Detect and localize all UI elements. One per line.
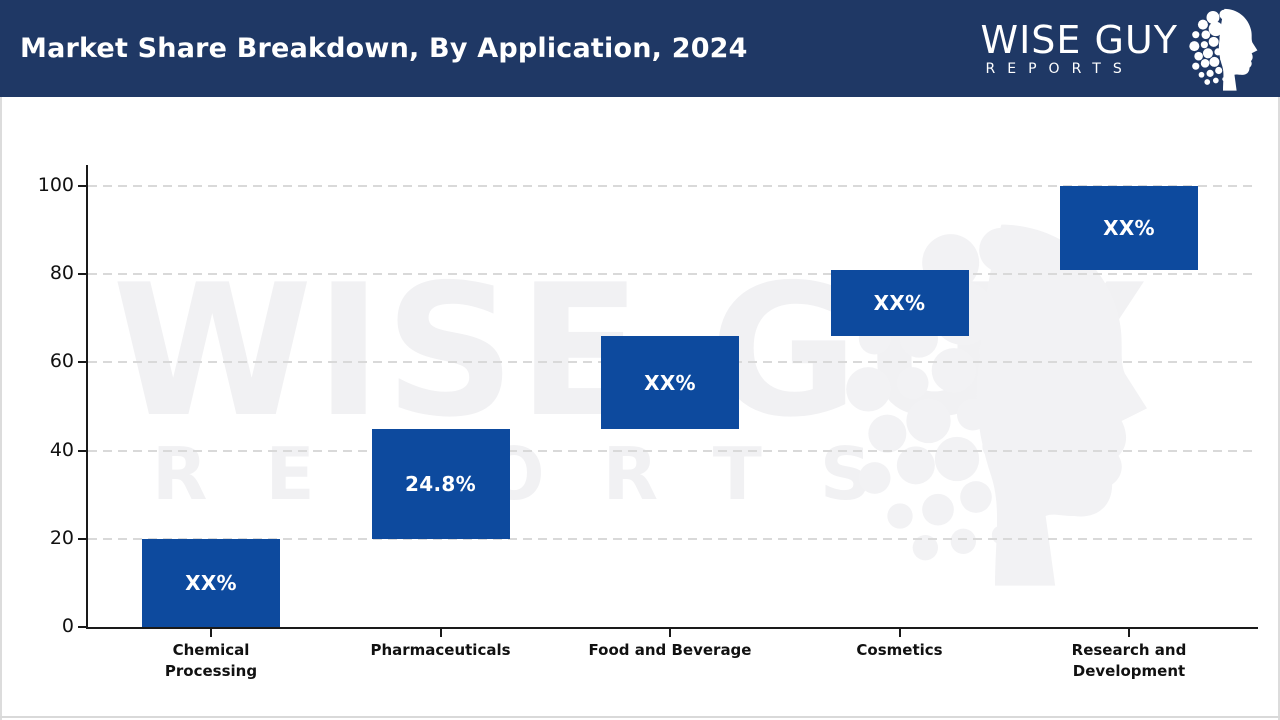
x-axis-tick (898, 629, 901, 637)
y-axis-line (86, 165, 88, 629)
y-axis-tick (78, 449, 87, 452)
bar-pharmaceuticals: 24.8% (371, 429, 510, 539)
x-axis-category-label: Pharmaceuticals (370, 641, 511, 659)
bar-value-label: XX% (1103, 215, 1155, 240)
y-axis-tick-label: 100 (37, 174, 74, 196)
gridline-y40 (88, 449, 1258, 452)
y-axis-tick (78, 185, 87, 187)
bar-value-label: XX% (873, 290, 926, 315)
gridline-y20 (88, 537, 1258, 540)
bar-food-and-beverage: XX% (601, 335, 739, 430)
gridline-y100 (88, 185, 1258, 187)
page-border-bottom (0, 716, 1280, 718)
wiseguy-head-icon (1180, 6, 1266, 92)
y-axis-tick (78, 626, 87, 628)
y-axis-tick (78, 537, 87, 540)
x-axis-category-label: Research and Development (1071, 641, 1187, 680)
x-axis-tick (1128, 629, 1130, 637)
x-axis-category-label: Food and Beverage (588, 641, 752, 659)
page-border-right (1278, 97, 1280, 720)
y-axis-tick-label: 60 (49, 350, 74, 373)
x-axis-line (86, 627, 1258, 629)
x-axis-tick (210, 629, 212, 637)
y-axis-tick-label: 80 (49, 262, 74, 285)
bar-chemical-processing: XX% (142, 538, 280, 627)
brand-subname: REPORTS (985, 61, 1134, 78)
x-axis-category-label: Cosmetics (856, 641, 943, 659)
bar-value-label: 24.8% (405, 472, 476, 497)
gridline-y80 (88, 273, 1258, 276)
y-axis-tick (78, 273, 87, 276)
x-axis-category-label: Chemical Processing (164, 641, 258, 680)
bar-cosmetics: XX% (830, 269, 969, 336)
chart-title: Market Share Breakdown, By Application, … (20, 33, 748, 64)
page-border-left (0, 97, 2, 720)
bar-value-label: XX% (185, 570, 237, 595)
brand-name: WISE GUY (980, 17, 1178, 62)
plot-area: 0 20 40 60 80 100 XX% 24.8% XX% XX% XX% Chemical Pr… (0, 97, 1280, 720)
y-axis-tick (78, 361, 87, 364)
bar-research-and-development: XX% (1060, 186, 1198, 270)
x-axis-tick (439, 629, 442, 637)
y-axis-tick-label: 20 (49, 526, 74, 549)
y-axis-tick-label: 0 (61, 615, 74, 637)
brand-logo-text: WISE GUY REPORTS (980, 17, 1178, 78)
brand-logo: WISE GUY REPORTS (981, 6, 1266, 92)
y-axis-tick-label: 40 (49, 438, 74, 461)
x-axis-tick (669, 629, 671, 637)
bar-value-label: XX% (644, 370, 696, 395)
header-bar: Market Share Breakdown, By Application, … (0, 0, 1280, 97)
